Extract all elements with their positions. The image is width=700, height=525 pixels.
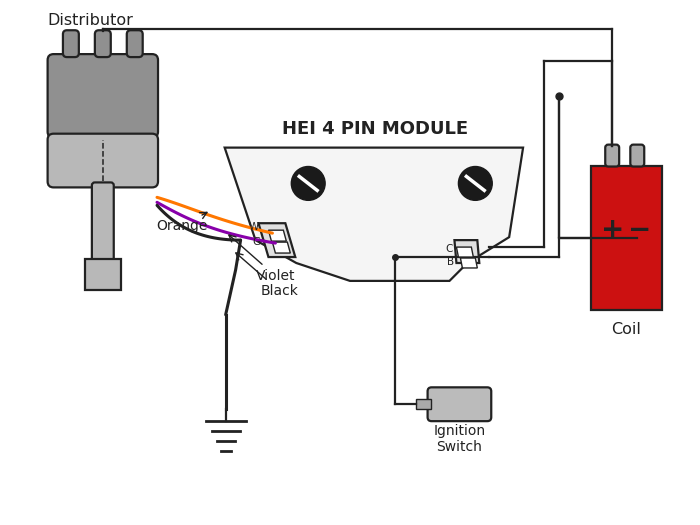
Text: −: − — [628, 216, 651, 245]
Text: +: + — [601, 216, 624, 245]
Bar — [591, 165, 662, 310]
FancyBboxPatch shape — [428, 387, 491, 421]
FancyBboxPatch shape — [92, 182, 114, 261]
Polygon shape — [258, 223, 295, 257]
Text: Violet: Violet — [229, 235, 295, 283]
Bar — [85, 259, 120, 290]
FancyBboxPatch shape — [95, 30, 111, 57]
Polygon shape — [268, 230, 286, 241]
Polygon shape — [454, 240, 480, 263]
Polygon shape — [272, 242, 290, 253]
Text: Black: Black — [236, 253, 298, 298]
Circle shape — [291, 166, 325, 201]
Text: Distributor: Distributor — [48, 13, 134, 28]
Polygon shape — [456, 247, 473, 257]
FancyBboxPatch shape — [606, 144, 620, 166]
Text: HEI 4 PIN MODULE: HEI 4 PIN MODULE — [282, 120, 468, 138]
Text: Coil: Coil — [612, 322, 641, 337]
Text: W: W — [248, 222, 258, 232]
Text: B: B — [447, 257, 454, 267]
Text: Orange: Orange — [156, 212, 207, 233]
Text: Ignition
Switch: Ignition Switch — [433, 424, 486, 454]
FancyBboxPatch shape — [63, 30, 79, 57]
FancyBboxPatch shape — [48, 134, 158, 187]
FancyBboxPatch shape — [630, 144, 644, 166]
Circle shape — [458, 166, 492, 201]
Bar — [416, 400, 430, 409]
FancyBboxPatch shape — [48, 54, 158, 138]
FancyBboxPatch shape — [127, 30, 143, 57]
Text: G: G — [253, 237, 260, 247]
Text: C: C — [445, 244, 452, 254]
Polygon shape — [225, 148, 523, 281]
Polygon shape — [461, 258, 477, 268]
